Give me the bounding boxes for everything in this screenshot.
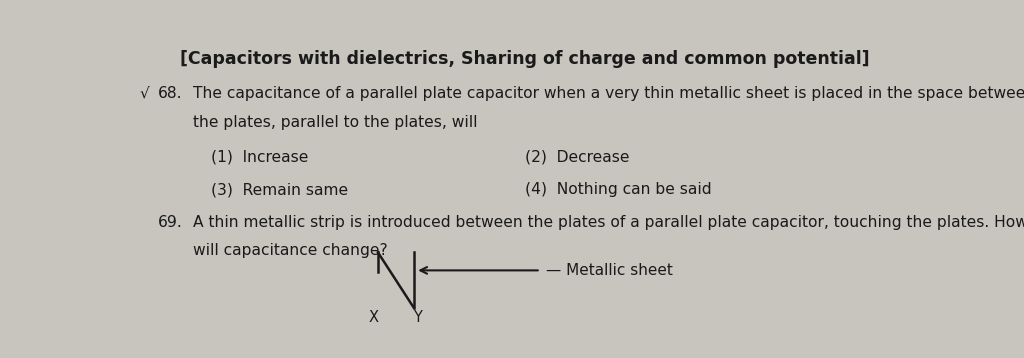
Text: (2)  Decrease: (2) Decrease xyxy=(524,149,630,164)
Text: A thin metallic strip is introduced between the plates of a parallel plate capac: A thin metallic strip is introduced betw… xyxy=(194,215,1024,230)
Text: will capacitance change?: will capacitance change? xyxy=(194,243,388,258)
Text: √: √ xyxy=(140,86,150,101)
Text: X: X xyxy=(369,310,379,325)
Text: — Metallic sheet: — Metallic sheet xyxy=(546,263,673,278)
Text: (3)  Remain same: (3) Remain same xyxy=(211,182,348,197)
Text: [Capacitors with dielectrics, Sharing of charge and common potential]: [Capacitors with dielectrics, Sharing of… xyxy=(180,50,869,68)
Text: 68.: 68. xyxy=(158,86,182,101)
Text: (4)  Nothing can be said: (4) Nothing can be said xyxy=(524,182,712,197)
Text: The capacitance of a parallel plate capacitor when a very thin metallic sheet is: The capacitance of a parallel plate capa… xyxy=(194,86,1024,101)
Text: (1)  Increase: (1) Increase xyxy=(211,149,308,164)
Text: 69.: 69. xyxy=(158,215,183,230)
Text: Y: Y xyxy=(414,310,422,325)
Text: the plates, parallel to the plates, will: the plates, parallel to the plates, will xyxy=(194,115,477,130)
